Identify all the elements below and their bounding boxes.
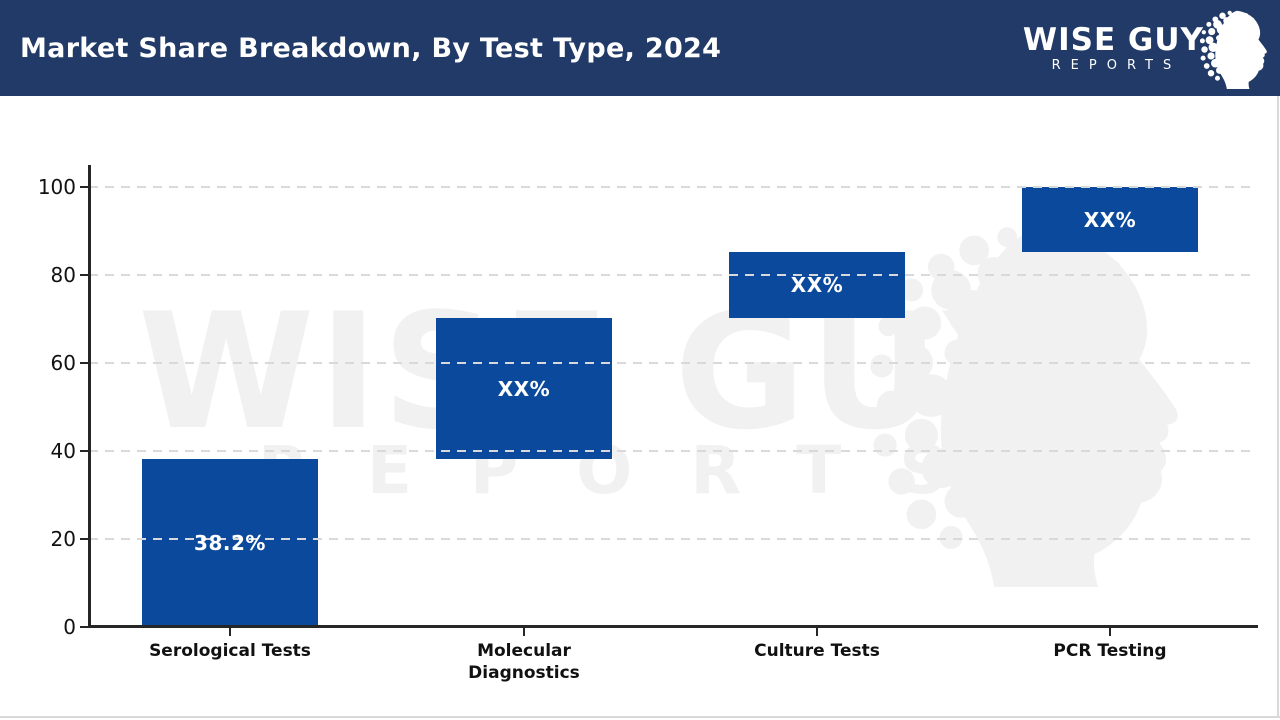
header: Market Share Breakdown, By Test Type, 20…: [0, 0, 1280, 96]
wise-guy-logo: WISE GUY REPORTS: [1023, 6, 1270, 92]
wise-guy-head-icon: [1199, 10, 1267, 89]
chart-area: WISE GUY REPORTS 38.2% XX% XX% XX% 0 20 40…: [0, 96, 1280, 720]
chart-title: Market Share Breakdown, By Test Type, 20…: [20, 32, 722, 64]
page-bottom-border: [0, 716, 1280, 718]
bars-layer: [0, 96, 1280, 720]
logo-text: WISE GUY REPORTS: [1023, 23, 1204, 73]
bar-pcr-testing: [1022, 187, 1198, 253]
bar-serological-tests: [142, 458, 318, 627]
logo-subname: REPORTS: [1051, 58, 1182, 74]
page-right-border: [1277, 96, 1279, 718]
bar-molecular-diagnostics: [436, 318, 612, 459]
logo-name: WISE GUY: [1022, 22, 1204, 58]
bar-culture-tests: [729, 252, 905, 319]
